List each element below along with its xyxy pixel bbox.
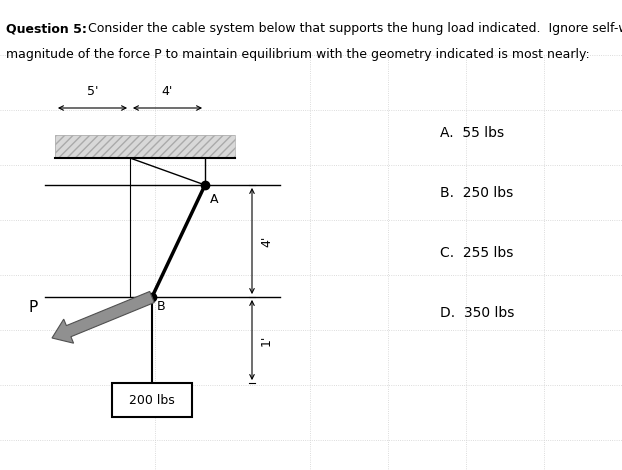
Text: 4': 4' [162,85,173,98]
Text: 5': 5' [86,85,98,98]
Text: 4': 4' [260,235,273,247]
Text: magnitude of the force P to maintain equilibrium with the geometry indicated is : magnitude of the force P to maintain equ… [6,48,590,61]
Text: A.  55 lbs: A. 55 lbs [440,126,504,140]
Bar [112,383,192,417]
Text: C.  255 lbs: C. 255 lbs [440,246,513,260]
Text: A: A [210,193,218,206]
Text: 1': 1' [260,334,273,346]
Text: B: B [157,300,165,313]
FancyArrow shape [52,291,154,343]
Text: P: P [29,299,38,314]
Text: Consider the cable system below that supports the hung load indicated.  Ignore s: Consider the cable system below that sup… [84,22,622,35]
Bar [55,135,235,158]
Text: D.  350 lbs: D. 350 lbs [440,306,514,320]
Text: Question 5:: Question 5: [6,22,87,35]
Text: 200 lbs: 200 lbs [129,393,175,407]
Bar [55,135,235,158]
Text: B.  250 lbs: B. 250 lbs [440,186,513,200]
